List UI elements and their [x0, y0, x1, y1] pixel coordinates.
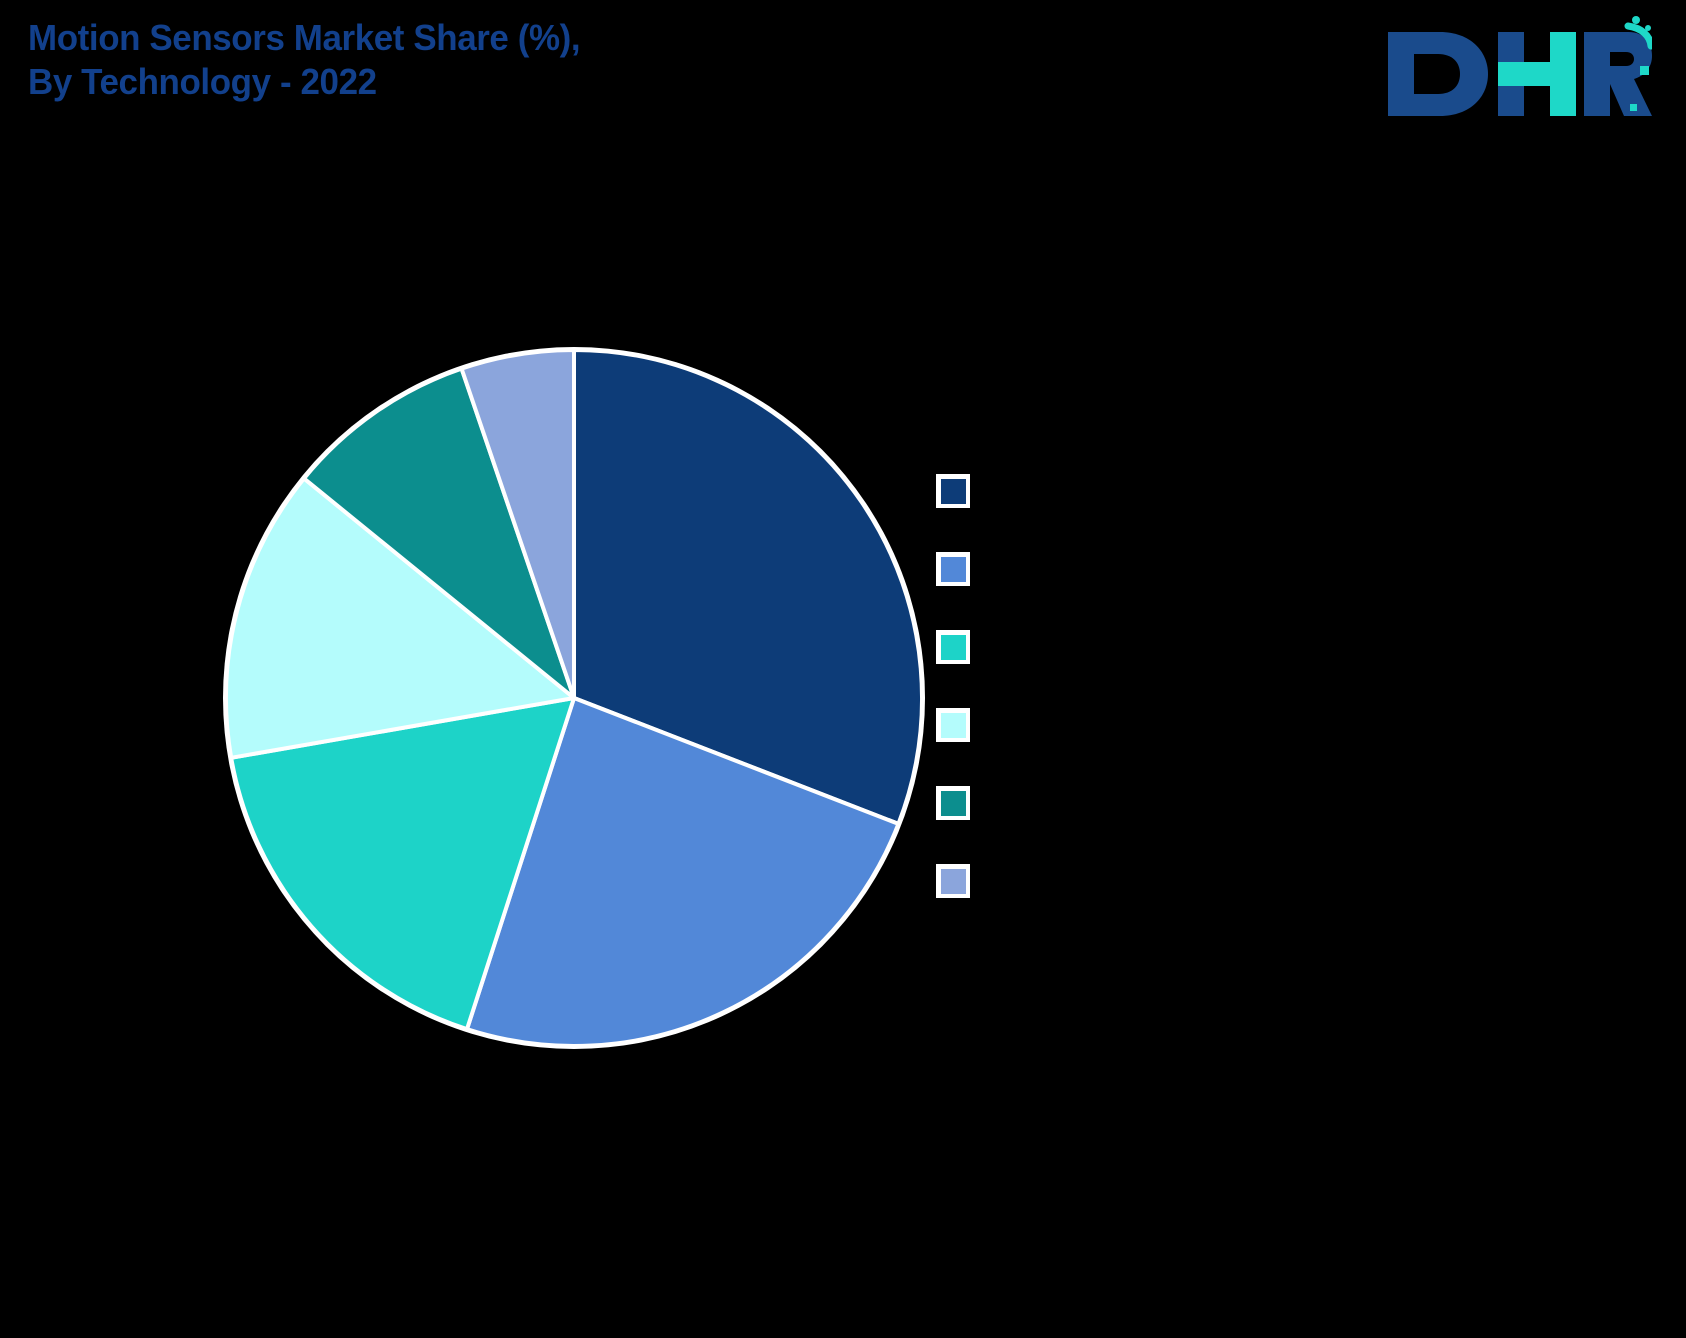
chart-legend	[936, 452, 1636, 920]
pie-slice[interactable]	[224, 476, 576, 760]
chart-title-line-2: By Technology - 2022	[28, 61, 377, 102]
legend-color-box-icon	[940, 556, 966, 582]
legend-swatch-5	[936, 864, 970, 898]
pie-slice-group	[223, 347, 925, 1049]
legend-item[interactable]	[936, 764, 1636, 842]
legend-color-box-icon	[940, 634, 966, 660]
legend-swatch-4	[936, 786, 970, 820]
pie-chart-svg	[223, 347, 925, 1049]
legend-color-box-icon	[940, 868, 966, 894]
pie-slice[interactable]	[459, 348, 576, 700]
pie-slice[interactable]	[301, 366, 576, 700]
pie-chart	[223, 347, 925, 1049]
legend-swatch-1	[936, 552, 970, 586]
pie-slice[interactable]	[229, 696, 576, 1032]
legend-item[interactable]	[936, 608, 1636, 686]
legend-swatch-0	[936, 474, 970, 508]
legend-item[interactable]	[936, 530, 1636, 608]
legend-swatch-2	[936, 630, 970, 664]
dhr-logo	[1384, 14, 1655, 126]
legend-color-box-icon	[940, 712, 966, 738]
logo-letter-d	[1388, 32, 1488, 116]
legend-color-box-icon	[940, 478, 966, 504]
logo-letter-h	[1498, 32, 1576, 116]
legend-item[interactable]	[936, 842, 1636, 920]
chart-title: Motion Sensors Market Share (%), By Tech…	[28, 16, 888, 104]
legend-swatch-3	[936, 708, 970, 742]
legend-item[interactable]	[936, 686, 1636, 764]
legend-color-box-icon	[940, 790, 966, 816]
logo-letter-r	[1584, 32, 1652, 116]
legend-item[interactable]	[936, 452, 1636, 530]
chart-title-line-1: Motion Sensors Market Share (%),	[28, 17, 581, 58]
pie-slice[interactable]	[572, 348, 924, 826]
pie-slice[interactable]	[465, 696, 901, 1048]
logo-accent-marks	[1624, 16, 1655, 111]
